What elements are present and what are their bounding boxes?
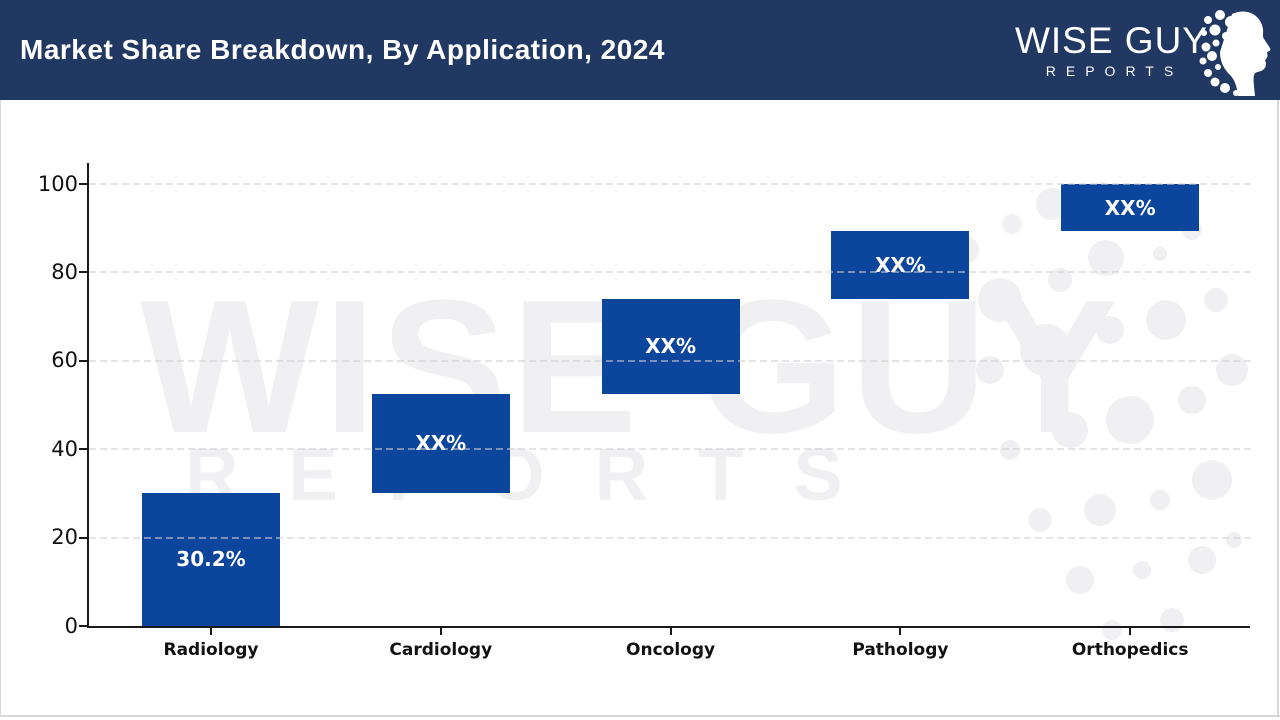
logo-wordmark: WISE GUY: [1014, 20, 1208, 61]
header-bar: Market Share Breakdown, By Application, …: [0, 0, 1280, 100]
y-tick-20: [79, 536, 87, 539]
bar-value-label: 30.2%: [176, 547, 246, 572]
y-tick-0: [79, 625, 87, 627]
y-tick-100: [79, 183, 87, 185]
x-tick-orthopedics: [1129, 628, 1132, 635]
y-tick-label: 0: [64, 613, 78, 638]
x-tick-label: Pathology: [852, 640, 949, 660]
gridline-60: [89, 359, 1253, 362]
y-tick-label: 40: [51, 436, 78, 461]
right-border: [1277, 100, 1279, 717]
bottom-border: [0, 715, 1280, 717]
y-tick-40: [79, 448, 87, 451]
logo-head-icon: [1199, 10, 1271, 96]
logo-text: WISE GUY REPORTS: [1015, 22, 1208, 79]
x-tick-label: Radiology: [163, 640, 259, 660]
y-tick-80: [79, 271, 87, 274]
bar-value-label: XX%: [645, 334, 697, 359]
x-tick-label: Orthopedics: [1071, 640, 1189, 660]
x-tick-oncology: [669, 628, 672, 635]
bar-value-label: XX%: [874, 253, 926, 278]
bar-pathology: XX%: [831, 231, 970, 300]
y-tick-label: 60: [51, 348, 78, 373]
y-tick-label: 80: [51, 259, 78, 284]
gridline-80: [89, 271, 1253, 274]
bar-orthopedics: XX%: [1061, 184, 1200, 232]
wise-guy-reports-logo: WISE GUY REPORTS: [1015, 0, 1271, 100]
gridline-100: [89, 183, 1253, 185]
bar-radiology: 30.2%: [142, 492, 280, 626]
y-tick-60: [79, 359, 87, 362]
x-tick-cardiology: [439, 628, 442, 635]
y-axis-spine: [87, 163, 89, 628]
x-tick-label: Oncology: [626, 640, 716, 660]
x-axis-spine: [87, 626, 1250, 628]
chart-title: Market Share Breakdown, By Application, …: [20, 34, 665, 65]
bar-cardiology: XX%: [371, 393, 510, 493]
logo-subtext: REPORTS: [1045, 63, 1184, 79]
y-tick-label: 100: [37, 171, 78, 196]
bar-value-label: XX%: [415, 431, 467, 455]
left-border: [0, 100, 1, 717]
bar-value-label: XX%: [1104, 195, 1156, 220]
y-tick-label: 20: [51, 525, 78, 550]
bar-oncology: XX%: [601, 299, 740, 394]
x-tick-label: Cardiology: [389, 640, 493, 660]
x-tick-radiology: [210, 628, 212, 635]
x-tick-pathology: [899, 628, 902, 635]
gridline-20: [89, 536, 1253, 539]
gridline-40: [89, 448, 1253, 451]
